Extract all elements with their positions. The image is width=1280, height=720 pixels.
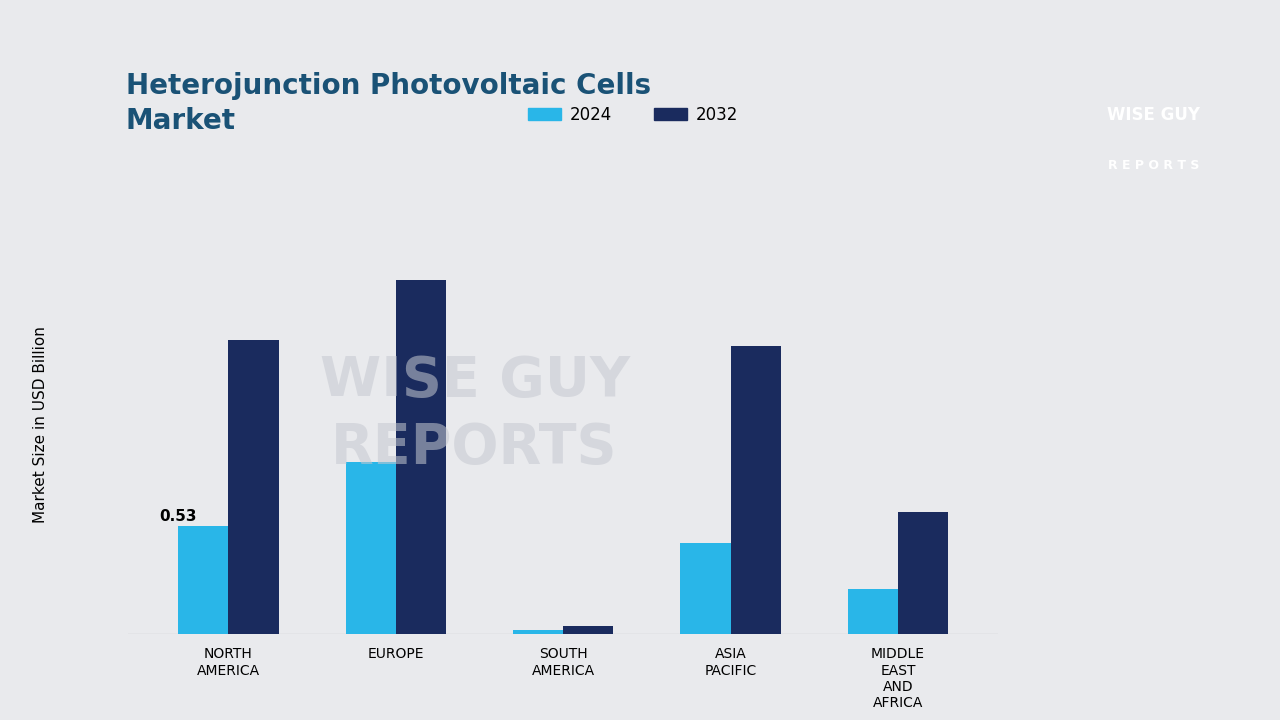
Text: Heterojunction Photovoltaic Cells
Market: Heterojunction Photovoltaic Cells Market: [125, 72, 652, 135]
Text: 0.53: 0.53: [159, 509, 197, 524]
Bar: [178, 526, 228, 634]
Text: Market Size in USD Billion: Market Size in USD Billion: [33, 326, 49, 523]
Bar: [731, 346, 781, 634]
Bar: [681, 543, 731, 634]
Text: WISE GUY: WISE GUY: [1107, 107, 1199, 124]
Bar: [513, 629, 563, 634]
Bar: [396, 279, 445, 634]
Circle shape: [808, 0, 1280, 720]
Legend: 2024, 2032: 2024, 2032: [521, 99, 744, 130]
Bar: [899, 512, 948, 634]
Bar: [847, 589, 899, 634]
Text: WISE GUY
REPORTS: WISE GUY REPORTS: [320, 354, 630, 475]
Text: R E P O R T S: R E P O R T S: [1107, 159, 1199, 172]
Bar: [228, 341, 279, 634]
Bar: [346, 462, 396, 634]
Bar: [563, 626, 613, 634]
